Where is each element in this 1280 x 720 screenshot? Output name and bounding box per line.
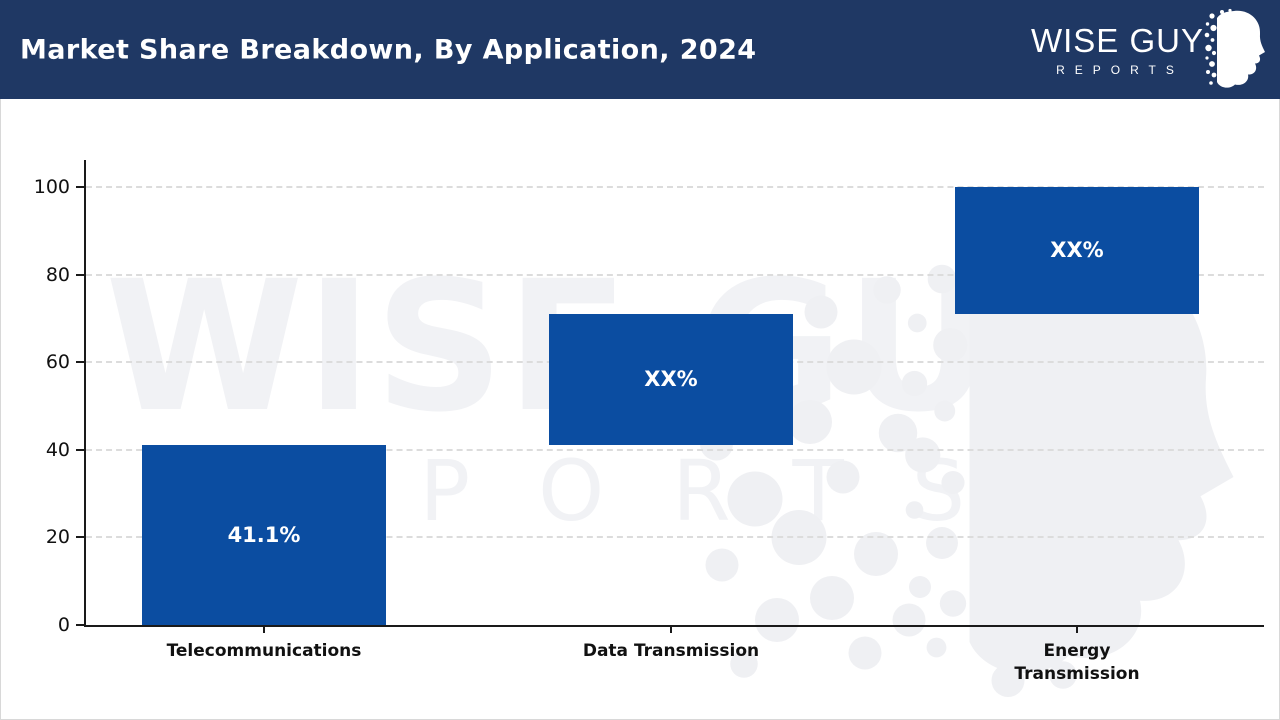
- x-axis-tick: [1076, 627, 1078, 633]
- watermark-face-icon: [700, 250, 1234, 697]
- x-tick-label: Data Transmission: [582, 641, 760, 661]
- bar-value-label: 41.1%: [227, 522, 301, 547]
- bar: [955, 187, 1199, 314]
- logo-wordmark: WISE GUY: [1030, 21, 1204, 59]
- y-tick-label: 20: [45, 526, 70, 549]
- gridline: [86, 186, 1264, 188]
- gridline: [86, 536, 1264, 539]
- y-tick-label: 60: [45, 351, 70, 374]
- y-tick-label: 40: [45, 438, 70, 461]
- wiseguy-logo: WISE GUY REPORTS: [1031, 8, 1268, 92]
- y-axis-line: [84, 160, 86, 627]
- bar: [142, 444, 386, 625]
- gridline: [86, 448, 1264, 451]
- x-axis-line: [84, 625, 1264, 627]
- y-axis-tick: [76, 361, 84, 364]
- logo-text: WISE GUY REPORTS: [1031, 24, 1204, 76]
- y-axis-tick: [76, 536, 84, 539]
- header-band: Market Share Breakdown, By Application, …: [0, 0, 1280, 99]
- x-axis-tick: [263, 627, 265, 633]
- x-axis-tick: [670, 627, 672, 633]
- y-tick-label: 0: [57, 614, 70, 636]
- y-axis-tick: [76, 186, 84, 188]
- y-tick-label: 100: [33, 176, 70, 198]
- bar-value-label: XX%: [644, 367, 698, 392]
- x-tick-label: Telecommunications: [166, 641, 362, 661]
- y-tick-label: 80: [45, 263, 70, 286]
- bar: [549, 313, 793, 445]
- bar-value-label: XX%: [1050, 238, 1104, 263]
- logo-subtitle: REPORTS: [1056, 62, 1184, 77]
- y-axis-tick: [76, 273, 84, 276]
- x-tick-label: Energy Transmission: [1014, 641, 1140, 684]
- logo-face-icon: [1204, 8, 1265, 88]
- y-axis-tick: [76, 624, 84, 626]
- page-title: Market Share Breakdown, By Application, …: [20, 34, 757, 65]
- y-axis-tick: [76, 448, 84, 451]
- gridline: [86, 273, 1264, 276]
